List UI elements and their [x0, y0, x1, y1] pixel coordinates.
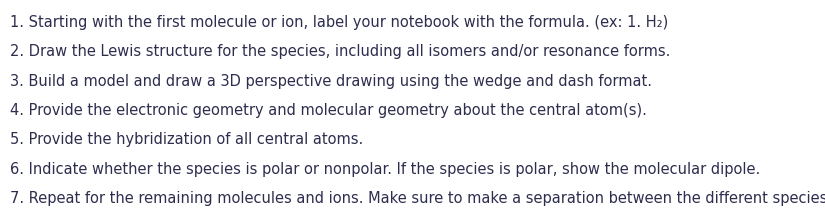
Text: 1. Starting with the first molecule or ion, label your notebook with the formula: 1. Starting with the first molecule or i…: [10, 15, 668, 30]
Text: 3. Build a model and draw a 3D perspective drawing using the wedge and dash form: 3. Build a model and draw a 3D perspecti…: [10, 74, 652, 89]
Text: 7. Repeat for the remaining molecules and ions. Make sure to make a separation b: 7. Repeat for the remaining molecules an…: [10, 191, 825, 206]
Text: 2. Draw the Lewis structure for the species, including all isomers and/or resona: 2. Draw the Lewis structure for the spec…: [10, 44, 670, 59]
Text: 6. Indicate whether the species is polar or nonpolar. If the species is polar, s: 6. Indicate whether the species is polar…: [10, 162, 760, 177]
Text: 4. Provide the electronic geometry and molecular geometry about the central atom: 4. Provide the electronic geometry and m…: [10, 103, 647, 118]
Text: 5. Provide the hybridization of all central atoms.: 5. Provide the hybridization of all cent…: [10, 132, 363, 147]
